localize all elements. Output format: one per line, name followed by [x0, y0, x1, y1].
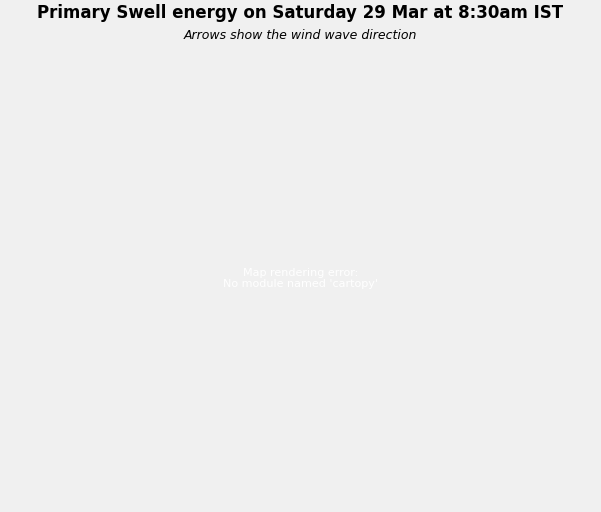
Text: Arrows show the wind wave direction: Arrows show the wind wave direction [184, 29, 417, 41]
Text: Map rendering error:
No module named 'cartopy': Map rendering error: No module named 'ca… [223, 268, 378, 289]
Text: Primary Swell energy on Saturday 29 Mar at 8:30am IST: Primary Swell energy on Saturday 29 Mar … [37, 4, 564, 22]
